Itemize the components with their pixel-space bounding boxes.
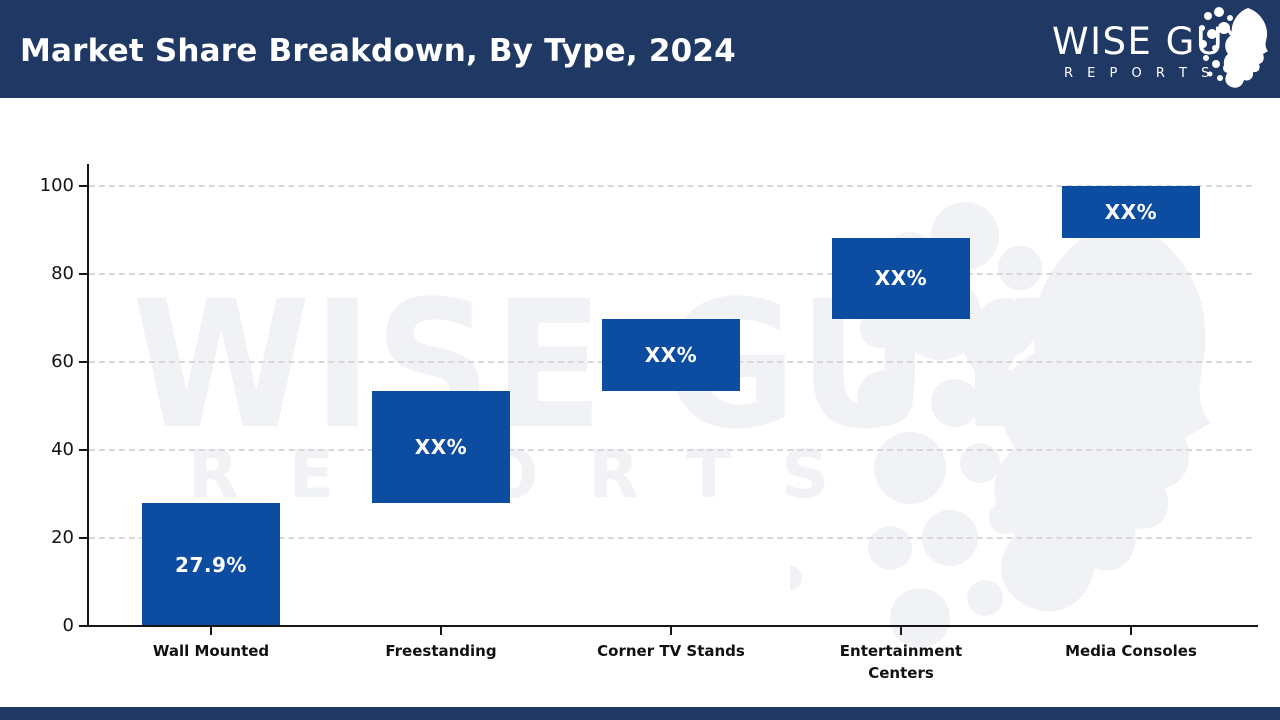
bar-value-label: XX% bbox=[644, 343, 698, 368]
x-category-label: Corner TV Stands bbox=[597, 642, 745, 660]
bar-value-label: XX% bbox=[414, 435, 468, 460]
y-tick-mark bbox=[79, 361, 87, 363]
bar: XX% bbox=[372, 391, 510, 504]
y-tick-label: 60 bbox=[51, 351, 74, 372]
bar: XX% bbox=[1062, 186, 1200, 238]
logo-wordmark: WISE GUY bbox=[1052, 20, 1248, 63]
x-tick-mark bbox=[210, 627, 212, 635]
y-tick-label: 0 bbox=[62, 615, 74, 636]
y-tick-label: 100 bbox=[39, 175, 74, 196]
x-category-label: Wall Mounted bbox=[152, 642, 270, 660]
y-tick-label: 80 bbox=[51, 263, 74, 284]
x-category-label: Media Consoles bbox=[1065, 642, 1197, 660]
y-tick-label: 20 bbox=[51, 527, 74, 548]
y-tick-mark bbox=[79, 449, 87, 451]
gridline bbox=[89, 537, 1252, 539]
bar: XX% bbox=[832, 237, 970, 319]
logo-reports-text: R E P O R T S bbox=[1064, 66, 1214, 81]
y-tick-mark bbox=[79, 537, 87, 539]
x-tick-mark bbox=[440, 627, 442, 635]
logo-face-icon bbox=[1199, 7, 1268, 88]
brand-logo: WISE GUY R E P O R T S bbox=[1052, 7, 1268, 88]
bar-value-label: XX% bbox=[874, 266, 928, 291]
y-tick-label: 40 bbox=[51, 439, 74, 460]
bar-value-label: 27.9% bbox=[175, 552, 247, 577]
y-tick-mark bbox=[79, 273, 87, 275]
bar-value-label: XX% bbox=[1104, 199, 1158, 224]
x-tick-mark bbox=[670, 627, 672, 635]
watermark-face-icon bbox=[790, 202, 1210, 648]
chart-area: WISE GUY REPORTS 0 20 40 60 80 100 27.9% Wall M… bbox=[0, 98, 1280, 707]
footer-bar bbox=[0, 707, 1280, 720]
y-tick-mark bbox=[79, 625, 87, 627]
watermark-reports: REPORTS bbox=[188, 436, 879, 513]
x-tick-mark bbox=[900, 627, 902, 635]
header-bar: Market Share Breakdown, By Type, 2024 WI… bbox=[0, 0, 1280, 98]
x-tick-mark bbox=[1130, 627, 1132, 635]
page-title: Market Share Breakdown, By Type, 2024 bbox=[20, 33, 736, 69]
x-category-label: Entertainment Centers bbox=[839, 642, 963, 682]
bar: 27.9% bbox=[142, 503, 280, 626]
gridline bbox=[89, 185, 1252, 187]
gridline bbox=[89, 273, 1252, 275]
x-axis-line bbox=[87, 625, 1258, 627]
y-tick-mark bbox=[79, 185, 87, 187]
x-category-label: Freestanding bbox=[385, 642, 497, 660]
y-axis-line bbox=[87, 164, 89, 627]
gridline bbox=[89, 449, 1252, 451]
bar: XX% bbox=[602, 318, 740, 392]
